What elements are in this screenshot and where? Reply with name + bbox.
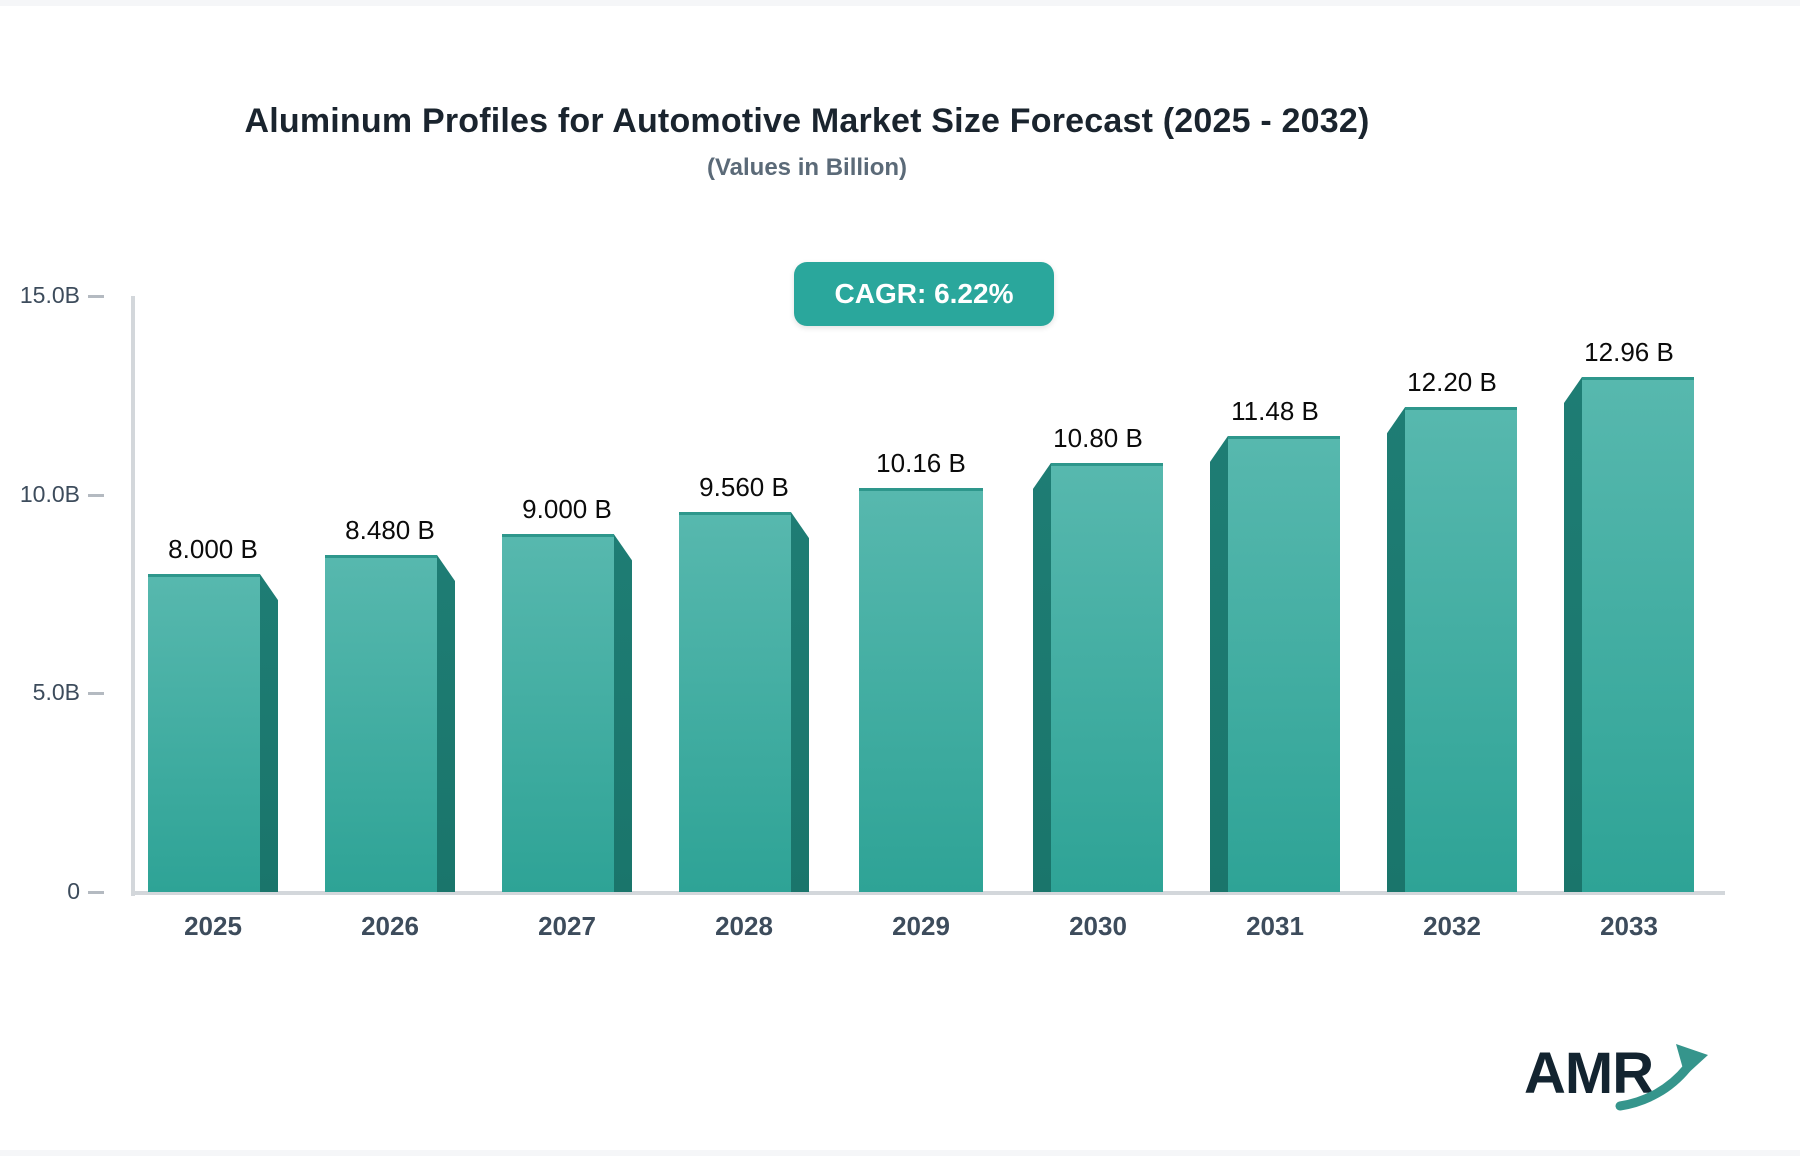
- y-tick-mark: [88, 295, 104, 298]
- x-tick-label: 2029: [892, 911, 950, 941]
- bar-side-face: [1033, 462, 1051, 892]
- bar-2029: [859, 488, 983, 892]
- bar-side-face: [1564, 377, 1582, 892]
- y-tick-mark: [88, 891, 104, 894]
- chart-subtitle: (Values in Billion): [706, 154, 908, 181]
- amr-logo: AMR: [1524, 1040, 1724, 1120]
- y-tick-mark: [88, 493, 104, 497]
- bar-value-label: 9.560 B: [699, 472, 789, 503]
- bar-2027: [502, 534, 614, 892]
- amr-logo-text: AMR: [1524, 1041, 1654, 1106]
- x-tick-label: 2025: [184, 911, 242, 941]
- cagr-badge: CAGR: 6.22%: [794, 262, 1054, 326]
- bar-value-label: 10.80 B: [1053, 422, 1143, 453]
- bar-side-face: [1387, 407, 1405, 892]
- x-axis-line: [131, 891, 1725, 895]
- bar-2026: [325, 555, 437, 892]
- bar-2031: [1228, 435, 1340, 892]
- bar-side-face: [437, 555, 455, 892]
- bar-value-label: 12.20 B: [1407, 367, 1497, 398]
- x-tick-label: 2033: [1600, 911, 1658, 941]
- bar-2033: [1582, 377, 1694, 892]
- bar-value-label: 9.000 B: [522, 494, 612, 525]
- y-tick-label: 0: [67, 878, 80, 904]
- y-tick-label: 10.0B: [19, 480, 80, 507]
- bar-2025: [148, 574, 260, 892]
- x-tick-label: 2026: [361, 911, 419, 941]
- x-tick-label: 2028: [715, 911, 773, 941]
- bar-side-face: [260, 574, 278, 892]
- cagr-badge-label: CAGR: 6.22%: [834, 278, 1014, 309]
- chart-title: Aluminum Profiles for Automotive Market …: [244, 102, 1370, 140]
- bar-value-label: 12.96 B: [1584, 337, 1674, 368]
- x-tick-label: 2027: [538, 911, 596, 941]
- x-tick-label: 2030: [1069, 911, 1127, 941]
- bar-side-face: [1210, 435, 1228, 892]
- y-tick-label: 5.0B: [32, 679, 80, 706]
- y-tick-mark: [88, 692, 104, 696]
- bar-value-label: 10.16 B: [876, 448, 966, 479]
- bar-2028: [679, 512, 791, 892]
- bar-value-label: 8.480 B: [345, 515, 435, 546]
- chart-card: Aluminum Profiles for Automotive Market …: [0, 6, 1800, 1150]
- bar-2032: [1405, 407, 1517, 892]
- x-tick-label: 2031: [1246, 911, 1304, 941]
- bar-value-label: 8.000 B: [168, 534, 258, 565]
- growth-arrow-icon: [1615, 1044, 1708, 1111]
- bar-value-label: 11.48 B: [1231, 395, 1319, 426]
- bar-side-face: [791, 512, 809, 892]
- bar-side-face: [614, 534, 632, 892]
- y-tick-label: 15.0B: [19, 282, 80, 308]
- x-tick-label: 2032: [1423, 911, 1481, 941]
- y-axis-line: [131, 296, 135, 896]
- bar-2030: [1051, 462, 1163, 892]
